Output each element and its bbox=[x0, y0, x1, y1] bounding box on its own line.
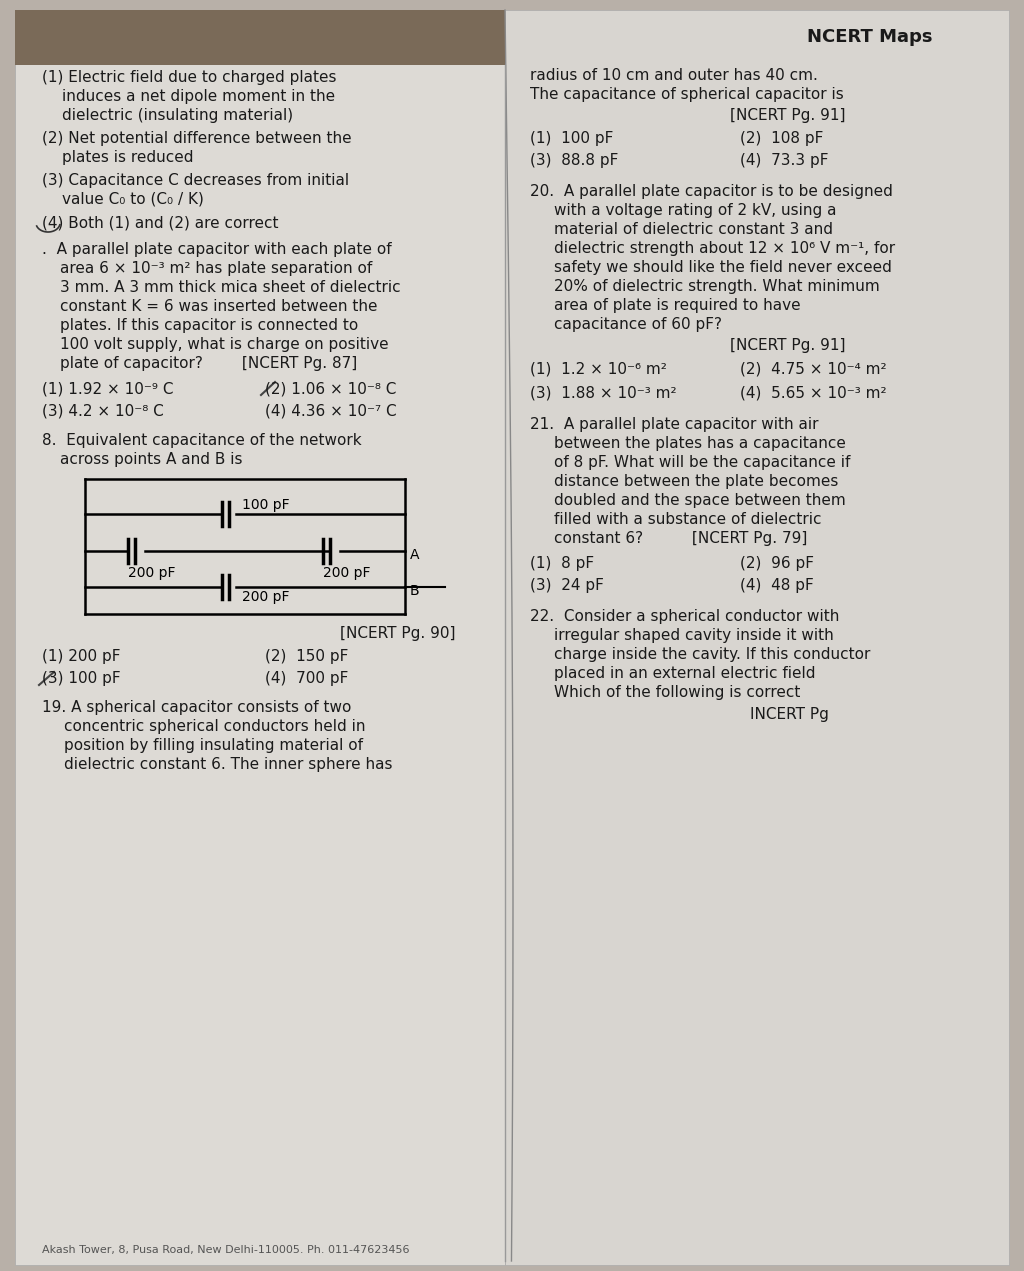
Text: Which of the following is correct: Which of the following is correct bbox=[554, 685, 801, 700]
Text: concentric spherical conductors held in: concentric spherical conductors held in bbox=[63, 719, 366, 733]
Text: constant 6?          [NCERT Pg. 79]: constant 6? [NCERT Pg. 79] bbox=[554, 531, 807, 547]
Text: (3) 100 pF: (3) 100 pF bbox=[42, 671, 121, 686]
Text: (1) 200 pF: (1) 200 pF bbox=[42, 649, 121, 663]
Text: capacitance of 60 pF?: capacitance of 60 pF? bbox=[554, 316, 722, 332]
Text: 100 volt supply, what is charge on positive: 100 volt supply, what is charge on posit… bbox=[60, 337, 389, 352]
Text: (4)  73.3 pF: (4) 73.3 pF bbox=[740, 153, 828, 168]
Text: INCERT Pg: INCERT Pg bbox=[750, 707, 828, 722]
Text: charge inside the cavity. If this conductor: charge inside the cavity. If this conduc… bbox=[554, 647, 870, 662]
Text: area of plate is required to have: area of plate is required to have bbox=[554, 297, 801, 313]
Text: placed in an external electric field: placed in an external electric field bbox=[554, 666, 815, 681]
Text: (4)  48 pF: (4) 48 pF bbox=[740, 578, 814, 594]
Text: (3) 4.2 × 10⁻⁸ C: (3) 4.2 × 10⁻⁸ C bbox=[42, 404, 164, 419]
Text: dielectric (insulating material): dielectric (insulating material) bbox=[62, 108, 293, 123]
Text: (3) Capacitance C decreases from initial: (3) Capacitance C decreases from initial bbox=[42, 173, 349, 188]
Text: distance between the plate becomes: distance between the plate becomes bbox=[554, 474, 839, 489]
Text: 100 pF: 100 pF bbox=[242, 498, 290, 512]
Text: plates. If this capacitor is connected to: plates. If this capacitor is connected t… bbox=[60, 318, 358, 333]
Text: 20.  A parallel plate capacitor is to be designed: 20. A parallel plate capacitor is to be … bbox=[530, 184, 893, 200]
Text: (3)  1.88 × 10⁻³ m²: (3) 1.88 × 10⁻³ m² bbox=[530, 386, 677, 400]
Text: (1)  8 pF: (1) 8 pF bbox=[530, 555, 594, 571]
Bar bbox=[15, 10, 505, 1265]
Text: (4)  700 pF: (4) 700 pF bbox=[265, 671, 348, 686]
Text: material of dielectric constant 3 and: material of dielectric constant 3 and bbox=[554, 222, 833, 236]
Text: 200 pF: 200 pF bbox=[323, 566, 371, 580]
Text: constant K = 6 was inserted between the: constant K = 6 was inserted between the bbox=[60, 299, 378, 314]
Text: radius of 10 cm and outer has 40 cm.: radius of 10 cm and outer has 40 cm. bbox=[530, 69, 818, 83]
Text: 20% of dielectric strength. What minimum: 20% of dielectric strength. What minimum bbox=[554, 280, 880, 294]
Text: (4) 4.36 × 10⁻⁷ C: (4) 4.36 × 10⁻⁷ C bbox=[265, 404, 396, 419]
Text: (1)  100 pF: (1) 100 pF bbox=[530, 131, 613, 146]
Text: 19. A spherical capacitor consists of two: 19. A spherical capacitor consists of tw… bbox=[42, 700, 351, 716]
Text: (2)  150 pF: (2) 150 pF bbox=[265, 649, 348, 663]
Text: area 6 × 10⁻³ m² has plate separation of: area 6 × 10⁻³ m² has plate separation of bbox=[60, 261, 373, 276]
Text: dielectric strength about 12 × 10⁶ V m⁻¹, for: dielectric strength about 12 × 10⁶ V m⁻¹… bbox=[554, 241, 895, 255]
Text: filled with a substance of dielectric: filled with a substance of dielectric bbox=[554, 512, 821, 527]
Text: (1) Electric field due to charged plates: (1) Electric field due to charged plates bbox=[42, 70, 337, 85]
Text: (2)  4.75 × 10⁻⁴ m²: (2) 4.75 × 10⁻⁴ m² bbox=[740, 362, 887, 377]
Text: [NCERT Pg. 91]: [NCERT Pg. 91] bbox=[730, 108, 846, 123]
Text: Akash Tower, 8, Pusa Road, New Delhi-110005. Ph. 011-47623456: Akash Tower, 8, Pusa Road, New Delhi-110… bbox=[42, 1246, 410, 1254]
Text: doubled and the space between them: doubled and the space between them bbox=[554, 493, 846, 508]
Text: 3 mm. A 3 mm thick mica sheet of dielectric: 3 mm. A 3 mm thick mica sheet of dielect… bbox=[60, 280, 400, 295]
Text: dielectric constant 6. The inner sphere has: dielectric constant 6. The inner sphere … bbox=[63, 758, 392, 771]
Text: 21.  A parallel plate capacitor with air: 21. A parallel plate capacitor with air bbox=[530, 417, 818, 432]
Text: 8.  Equivalent capacitance of the network: 8. Equivalent capacitance of the network bbox=[42, 433, 361, 447]
Text: (3)  24 pF: (3) 24 pF bbox=[530, 578, 604, 594]
Text: (1) 1.92 × 10⁻⁹ C: (1) 1.92 × 10⁻⁹ C bbox=[42, 381, 173, 397]
Text: across points A and B is: across points A and B is bbox=[60, 452, 243, 466]
Text: (1)  1.2 × 10⁻⁶ m²: (1) 1.2 × 10⁻⁶ m² bbox=[530, 362, 667, 377]
Text: plates is reduced: plates is reduced bbox=[62, 150, 194, 165]
Text: (4)  5.65 × 10⁻³ m²: (4) 5.65 × 10⁻³ m² bbox=[740, 386, 887, 400]
Text: plate of capacitor?        [NCERT Pg. 87]: plate of capacitor? [NCERT Pg. 87] bbox=[60, 356, 357, 371]
Text: (4) Both (1) and (2) are correct: (4) Both (1) and (2) are correct bbox=[42, 215, 279, 230]
Text: (3)  88.8 pF: (3) 88.8 pF bbox=[530, 153, 618, 168]
Text: position by filling insulating material of: position by filling insulating material … bbox=[63, 738, 362, 752]
Text: A: A bbox=[410, 548, 420, 562]
Text: (2)  96 pF: (2) 96 pF bbox=[740, 555, 814, 571]
Bar bbox=[15, 10, 505, 65]
Text: [NCERT Pg. 90]: [NCERT Pg. 90] bbox=[340, 627, 456, 641]
Text: safety we should like the field never exceed: safety we should like the field never ex… bbox=[554, 261, 892, 275]
Text: (2) 1.06 × 10⁻⁸ C: (2) 1.06 × 10⁻⁸ C bbox=[265, 381, 396, 397]
Text: (2)  108 pF: (2) 108 pF bbox=[740, 131, 823, 146]
Text: with a voltage rating of 2 kV, using a: with a voltage rating of 2 kV, using a bbox=[554, 203, 837, 219]
Text: between the plates has a capacitance: between the plates has a capacitance bbox=[554, 436, 846, 451]
Text: B: B bbox=[410, 583, 420, 597]
Text: value C₀ to (C₀ / K): value C₀ to (C₀ / K) bbox=[62, 192, 204, 207]
Text: The capacitance of spherical capacitor is: The capacitance of spherical capacitor i… bbox=[530, 86, 844, 102]
Text: .  A parallel plate capacitor with each plate of: . A parallel plate capacitor with each p… bbox=[42, 241, 391, 257]
Text: of 8 pF. What will be the capacitance if: of 8 pF. What will be the capacitance if bbox=[554, 455, 850, 470]
Text: [NCERT Pg. 91]: [NCERT Pg. 91] bbox=[730, 338, 846, 353]
Text: NCERT Maps: NCERT Maps bbox=[807, 28, 933, 46]
Text: 200 pF: 200 pF bbox=[242, 590, 290, 604]
Text: irregular shaped cavity inside it with: irregular shaped cavity inside it with bbox=[554, 628, 834, 643]
Text: 200 pF: 200 pF bbox=[128, 566, 175, 580]
Bar bbox=[505, 10, 1009, 1265]
Text: 22.  Consider a spherical conductor with: 22. Consider a spherical conductor with bbox=[530, 609, 840, 624]
Text: induces a net dipole moment in the: induces a net dipole moment in the bbox=[62, 89, 335, 104]
Text: (2) Net potential difference between the: (2) Net potential difference between the bbox=[42, 131, 351, 146]
